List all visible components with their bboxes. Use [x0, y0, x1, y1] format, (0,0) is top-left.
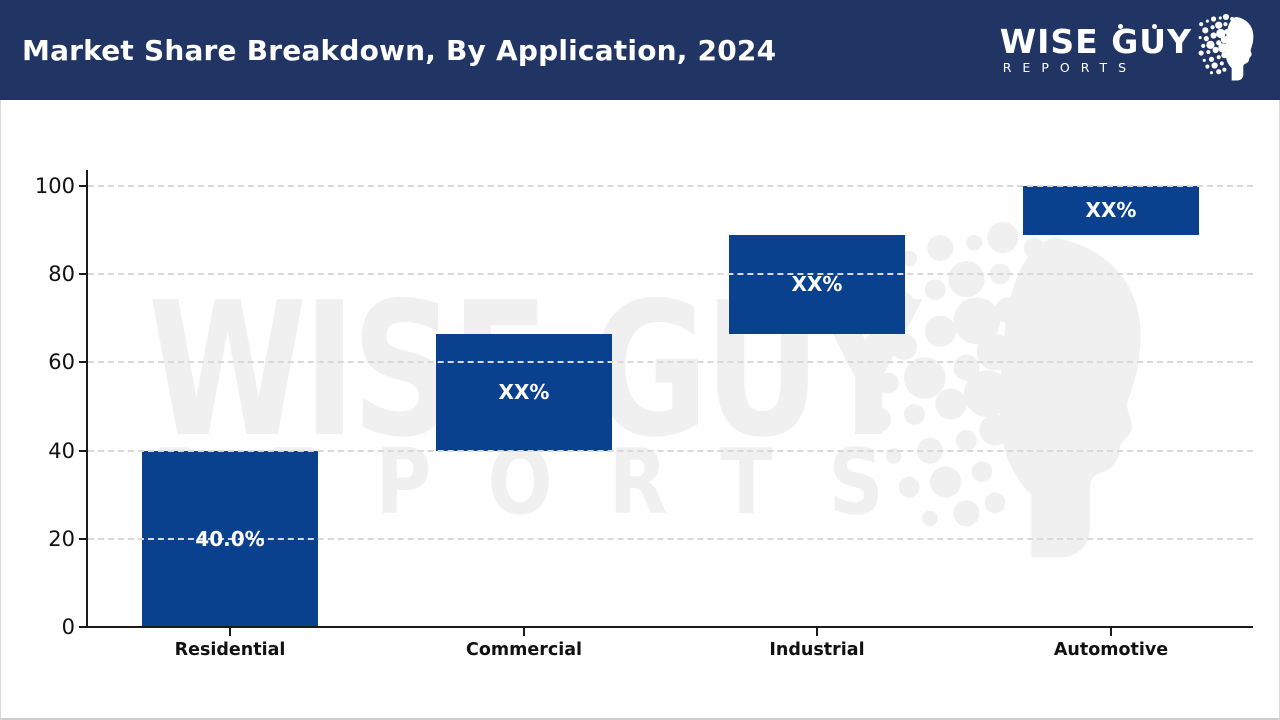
x-category-label-industrial: Industrial — [769, 640, 865, 660]
x-category-label-residential: Residential — [174, 640, 286, 660]
bar-value-label: XX% — [791, 272, 843, 297]
x-tick-industrial — [816, 627, 818, 636]
gridline-60 — [88, 361, 1253, 364]
x-category-label-commercial: Commercial — [465, 640, 582, 660]
logo-subtitle: REPORTS — [1002, 60, 1138, 76]
logo-dot-icon — [1117, 24, 1123, 30]
y-axis-line — [86, 170, 88, 628]
y-tick-80 — [79, 273, 88, 276]
header-bar: Market Share Breakdown, By Application, … — [0, 0, 1280, 100]
x-tick-commercial — [523, 627, 525, 636]
page-title: Market Share Breakdown, By Application, … — [22, 33, 777, 67]
gridline-80 — [88, 273, 1253, 276]
logo-dot-icon — [1151, 24, 1157, 30]
y-tick-label-20: 20 — [48, 526, 75, 551]
y-tick-40 — [79, 449, 88, 452]
y-tick-100 — [79, 185, 88, 187]
bar-value-label: 40.0% — [195, 526, 265, 551]
y-tick-label-40: 40 — [48, 438, 75, 463]
x-category-label-automotive: Automotive — [1053, 640, 1169, 660]
x-tick-residential — [229, 627, 231, 636]
bar-commercial — [436, 333, 612, 451]
logo-wordmark: WISE GUY — [999, 22, 1192, 62]
y-tick-label-0: 0 — [61, 615, 75, 639]
bar-value-label: XX% — [1085, 198, 1137, 223]
x-tick-automotive — [1110, 627, 1112, 636]
y-tick-label-100: 100 — [34, 174, 75, 198]
gridline-20 — [88, 537, 1253, 540]
x-axis-line — [86, 626, 1253, 628]
gridline-100 — [88, 185, 1253, 187]
wise-guy-face-icon — [1196, 7, 1258, 93]
logo-text: WISE GUY REPORTS — [999, 22, 1192, 76]
y-tick-20 — [79, 537, 88, 540]
y-tick-label-60: 60 — [48, 350, 75, 375]
y-tick-label-80: 80 — [48, 262, 75, 287]
y-tick-0 — [79, 626, 88, 628]
y-tick-60 — [79, 361, 88, 364]
wise-guy-logo: WISE GUY REPORTS — [1000, 7, 1258, 93]
bar-value-label: XX% — [498, 380, 550, 405]
gridline-40 — [88, 449, 1253, 452]
